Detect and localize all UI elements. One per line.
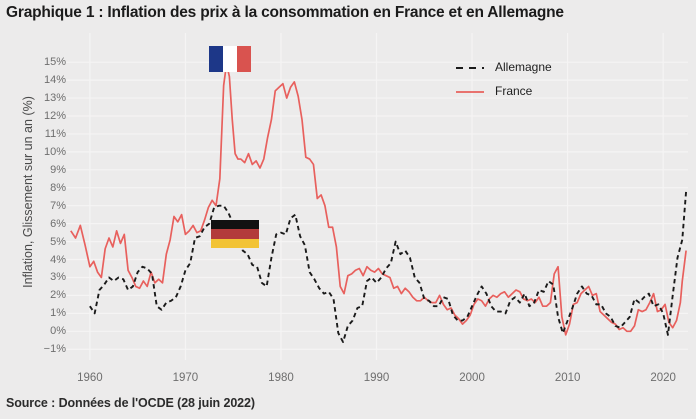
y-axis-tick-label: 7% xyxy=(50,199,66,212)
series-line-france xyxy=(70,63,687,336)
y-axis-tick-label: 14% xyxy=(43,74,66,87)
x-axis-tick-label: 1980 xyxy=(268,372,294,384)
y-axis-tick-label: 12% xyxy=(43,110,66,122)
y-axis-tick-label: 0% xyxy=(50,325,66,338)
x-axis-tick-label: 2000 xyxy=(459,372,485,384)
x-axis-ticks: 1960 1970 1980 1990 2000 2010 2020 xyxy=(0,30,696,385)
legend-label-france: France xyxy=(495,84,533,98)
legend-swatch-france xyxy=(456,91,484,93)
legend-swatch-allemagne xyxy=(456,67,484,69)
y-axis-tick-label: 3% xyxy=(50,271,66,284)
y-axis-tick-label: 6% xyxy=(50,217,66,230)
y-axis-tick-label: 1% xyxy=(50,307,66,320)
y-axis-tick-label: 15% xyxy=(43,56,66,69)
y-axis-tick-label: 10% xyxy=(43,145,66,158)
germany-flag-icon xyxy=(211,220,259,248)
legend-label-allemagne: Allemagne xyxy=(495,60,552,74)
chart-plot-area: −1% 0% 1% 2% 3% 4% 5% 6% 7% 8% 9% 10% 11% 12% 13% 14% 15… xyxy=(0,30,696,385)
y-axis-ticks: −1% 0% 1% 2% 3% 4% 5% 6% 7% 8% 9% 10% 11% 12% 13% 14% 15… xyxy=(0,30,66,385)
y-axis-tick-label: 11% xyxy=(44,127,66,140)
france-flag-icon xyxy=(209,46,251,72)
y-axis-tick-label: 5% xyxy=(50,235,66,248)
x-axis-tick-label: 1970 xyxy=(172,372,199,384)
series-line-allemagne xyxy=(89,191,688,344)
series-lines xyxy=(70,63,688,344)
y-axis-tick-label: 4% xyxy=(50,253,66,266)
x-axis-tick-label: 1960 xyxy=(77,372,103,384)
y-axis-tick-label: 9% xyxy=(50,163,66,176)
x-axis-tick-label: 2010 xyxy=(554,372,581,384)
y-axis-tick-label: −1% xyxy=(43,343,66,356)
source-note: Source : Données de l'OCDE (28 juin 2022… xyxy=(6,396,255,410)
y-axis-tick-label: 2% xyxy=(50,289,66,302)
y-axis-tick-label: 13% xyxy=(43,92,66,105)
chart-canvas xyxy=(66,33,688,360)
x-axis-tick-label: 2020 xyxy=(650,372,676,384)
y-axis-label: Inflation, Glissement sur un an (%) xyxy=(21,96,35,288)
x-axis-tick-label: 1990 xyxy=(363,372,390,384)
y-axis-tick-label: 8% xyxy=(50,181,66,194)
page-title: Graphique 1 : Inflation des prix à la co… xyxy=(6,4,564,21)
